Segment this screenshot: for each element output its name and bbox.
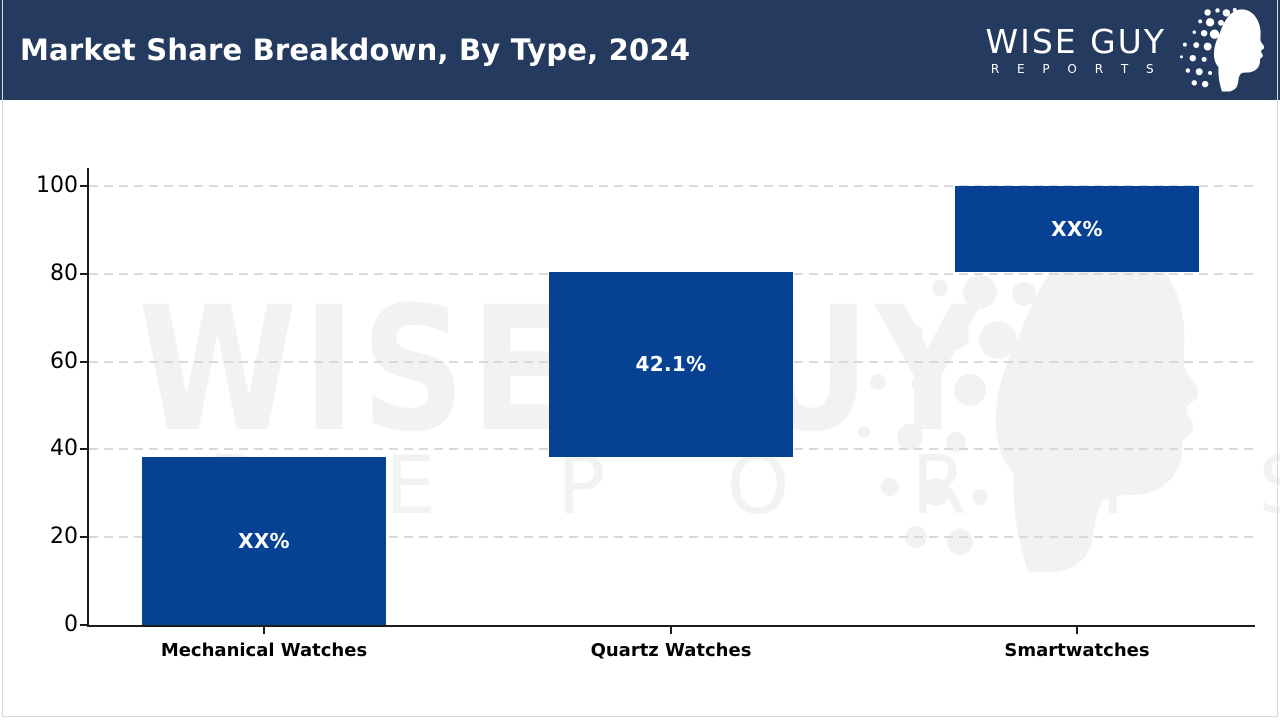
y-tick-label: 20: [50, 524, 78, 550]
x-axis: [87, 625, 1255, 627]
y-tick-label: 100: [36, 173, 78, 198]
y-tick-mark: [80, 272, 87, 275]
y-axis: [87, 168, 89, 627]
wiseguy-logo: WISE GUY R E P O R T S: [985, 7, 1264, 93]
bar-value-label: XX%: [1051, 217, 1103, 242]
y-tick-mark: [80, 360, 87, 363]
category-label: Smartwatches: [1004, 640, 1150, 661]
y-tick-label: 80: [50, 260, 78, 286]
y-tick-mark: [80, 185, 87, 187]
chart-title: Market Share Breakdown, By Type, 2024: [20, 33, 691, 67]
x-tick-mark: [670, 627, 672, 634]
y-tick-mark: [80, 536, 87, 539]
y-tick-label: 60: [50, 348, 78, 374]
logo-wordmark: WISE GUY: [985, 21, 1166, 61]
logo-face-icon: [1170, 7, 1264, 93]
y-tick-label: 40: [50, 436, 78, 462]
bar-quartz-watches: 42.1%: [549, 272, 793, 457]
category-label: Mechanical Watches: [160, 640, 368, 661]
y-tick-label: 0: [64, 612, 78, 637]
bar-value-label: 42.1%: [635, 352, 707, 377]
bar-mechanical-watches: XX%: [142, 456, 386, 625]
gridline-100: [89, 185, 1253, 187]
x-tick-mark: [1076, 627, 1078, 634]
y-tick-mark: [80, 624, 87, 626]
category-label: Quartz Watches: [590, 640, 752, 661]
bar-smartwatches: XX%: [955, 186, 1199, 273]
header-bar: Market Share Breakdown, By Type, 2024 WI…: [0, 0, 1280, 100]
gridline-20: [89, 536, 1253, 539]
x-tick-mark: [263, 627, 265, 634]
y-tick-mark: [80, 448, 87, 451]
logo-subtitle: R E P O R T S: [990, 61, 1161, 76]
bar-value-label: XX%: [238, 528, 290, 553]
logo-text: WISE GUY R E P O R T S: [985, 25, 1166, 76]
